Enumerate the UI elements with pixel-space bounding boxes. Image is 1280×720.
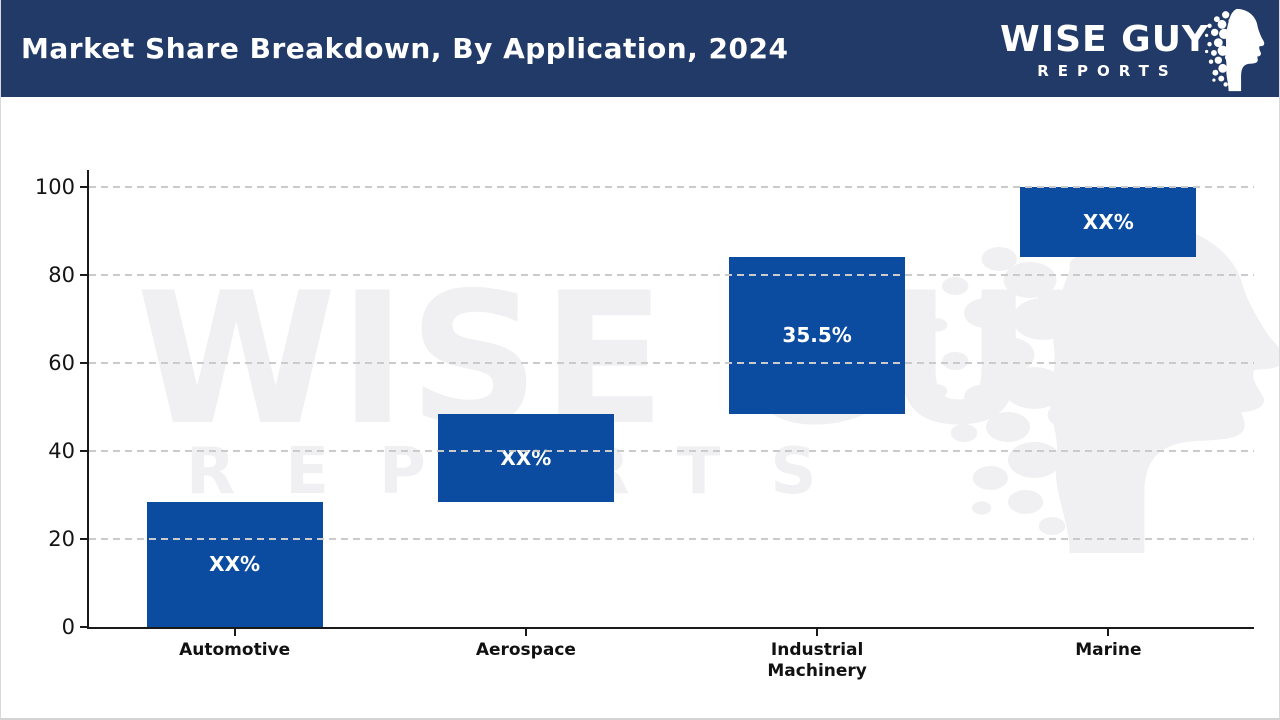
y-tick-label-0: 0	[61, 615, 75, 639]
x-axis-tick-aerospace	[524, 628, 527, 636]
bar-automotive: XX%	[146, 501, 323, 627]
x-category-label-aerospace: Aerospace	[475, 640, 576, 660]
x-axis-line	[87, 627, 1254, 629]
x-axis-tick-automotive	[233, 628, 236, 636]
watermark-face-icon	[876, 205, 1280, 565]
chart-area: WISE GUY REPORTS 020406080100XX%Automoti…	[1, 97, 1280, 718]
header: Market Share Breakdown, By Application, …	[1, 0, 1279, 97]
y-tick-label-20: 20	[48, 527, 75, 551]
y-axis-tick-60	[80, 362, 88, 364]
brand-logo-text: WISE GUY REPORTS	[999, 19, 1209, 81]
bar-value-label-industrial-machinery: 35.5%	[782, 323, 852, 348]
gridline-40	[89, 450, 1254, 452]
y-tick-label-60: 60	[48, 351, 75, 375]
gridline-100	[89, 186, 1254, 188]
x-category-label-industrial-machinery: Industrial Machinery	[767, 640, 867, 681]
y-axis-tick-20	[80, 538, 88, 540]
bar-marine: XX%	[1020, 187, 1197, 258]
y-axis-line	[87, 170, 89, 629]
bar-value-label-aerospace: XX%	[500, 445, 552, 470]
gridline-20	[89, 538, 1254, 540]
page-title: Market Share Breakdown, By Application, …	[21, 32, 789, 65]
y-axis-tick-40	[80, 450, 88, 452]
x-axis-tick-industrial-machinery	[816, 628, 819, 636]
brand-logo: WISE GUY REPORTS	[1000, 5, 1271, 95]
brand-subtitle: REPORTS	[1037, 62, 1178, 80]
brand-wordmark: WISE GUY	[999, 19, 1209, 60]
gridline-60	[89, 362, 1254, 364]
y-tick-label-40: 40	[48, 439, 75, 463]
x-category-label-marine: Marine	[1075, 640, 1142, 660]
bar-industrial-machinery: 35.5%	[729, 257, 906, 414]
y-tick-label-80: 80	[48, 263, 75, 287]
bar-aerospace: XX%	[437, 413, 614, 502]
bar-value-label-automotive: XX%	[209, 552, 261, 577]
bar-value-label-marine: XX%	[1082, 210, 1134, 235]
x-category-label-automotive: Automotive	[179, 640, 291, 660]
y-tick-label-100: 100	[34, 175, 75, 199]
y-axis-tick-0	[80, 626, 88, 628]
y-axis-tick-100	[80, 186, 88, 188]
gridline-80	[89, 274, 1254, 276]
y-axis-tick-80	[80, 274, 88, 276]
x-axis-tick-marine	[1107, 628, 1110, 636]
